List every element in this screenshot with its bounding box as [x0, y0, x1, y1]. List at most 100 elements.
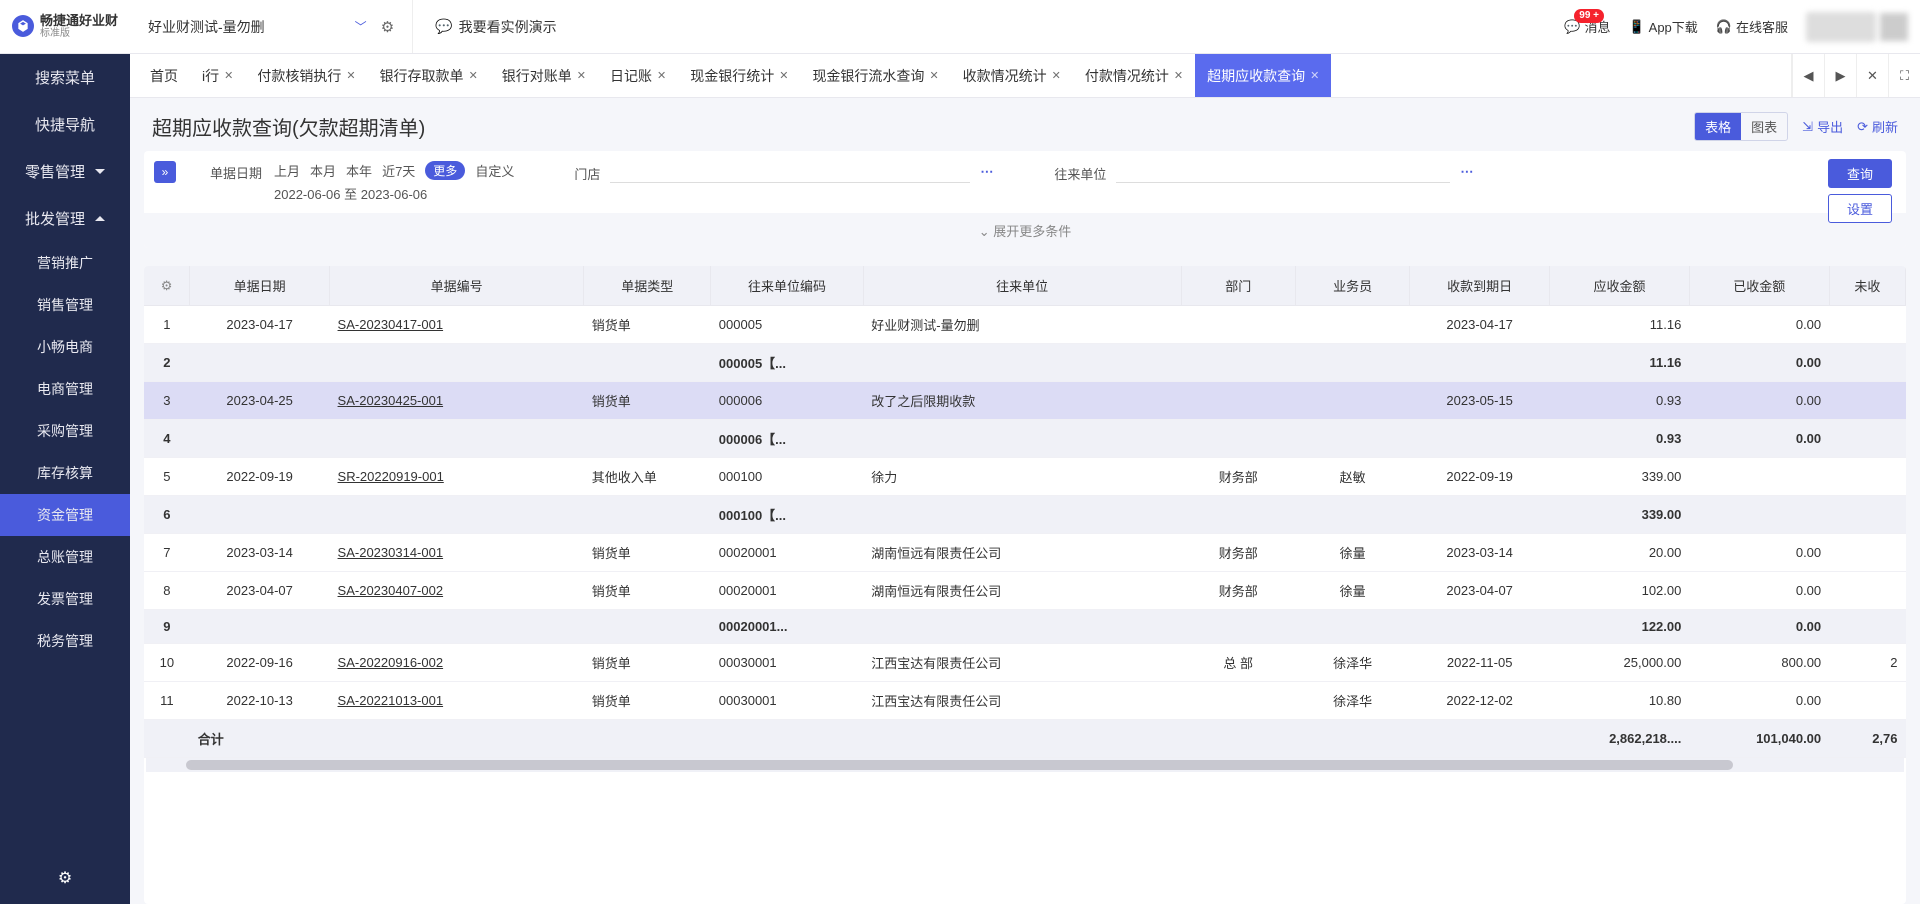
- table-row[interactable]: 52022-09-19SR-20220919-001其他收入单000100徐力财…: [144, 458, 1906, 496]
- th-sales[interactable]: 业务员: [1295, 266, 1409, 306]
- close-icon[interactable]: ✕: [469, 69, 478, 82]
- collapse-filter-button[interactable]: »: [154, 161, 176, 183]
- view-chart-button[interactable]: 图表: [1741, 113, 1787, 140]
- tab[interactable]: 现金银行流水查询✕: [800, 54, 950, 97]
- tab-expand-icon[interactable]: ⛶: [1888, 54, 1920, 97]
- sidebar-item[interactable]: 批发管理: [0, 195, 130, 242]
- th-last[interactable]: 未收: [1829, 266, 1905, 306]
- export-button[interactable]: ⇲ 导出: [1802, 117, 1843, 136]
- tab[interactable]: 付款情况统计✕: [1073, 54, 1195, 97]
- doc-link[interactable]: SR-20220919-001: [338, 469, 444, 484]
- sidebar-item[interactable]: 销售管理: [0, 284, 130, 326]
- close-icon[interactable]: ✕: [1310, 69, 1319, 82]
- expand-more-button[interactable]: ⌄ 展开更多条件: [144, 213, 1906, 248]
- sc-thisyear[interactable]: 本年: [346, 161, 372, 180]
- close-icon[interactable]: ✕: [1174, 69, 1183, 82]
- tab[interactable]: 收款情况统计✕: [951, 54, 1073, 97]
- refresh-button[interactable]: ⟳ 刷新: [1857, 117, 1898, 136]
- tab-next-icon[interactable]: ▶: [1824, 54, 1856, 97]
- sidebar-item[interactable]: 营销推广: [0, 242, 130, 284]
- sidebar-item[interactable]: 快捷导航: [0, 101, 130, 148]
- partner-picker-icon[interactable]: ⋯: [1460, 164, 1474, 180]
- sidebar-item[interactable]: 零售管理: [0, 148, 130, 195]
- sidebar-item[interactable]: 采购管理: [0, 410, 130, 452]
- messages-button[interactable]: 💬 99 + 消息: [1564, 17, 1610, 36]
- sidebar-item[interactable]: 库存核算: [0, 452, 130, 494]
- gear-icon[interactable]: ⚙: [381, 18, 394, 36]
- doc-link[interactable]: SA-20230425-001: [338, 393, 444, 408]
- close-icon[interactable]: ✕: [577, 69, 586, 82]
- company-selector[interactable]: 好业财测试-量勿删 ﹀ ⚙: [130, 0, 413, 53]
- tab[interactable]: i行✕: [190, 54, 245, 97]
- table-row[interactable]: 112022-10-13SA-20221013-001销货单00030001江西…: [144, 682, 1906, 720]
- cell: [863, 610, 1181, 644]
- sidebar-item[interactable]: 总账管理: [0, 536, 130, 578]
- close-icon[interactable]: ✕: [346, 69, 355, 82]
- sc-thismonth[interactable]: 本月: [310, 161, 336, 180]
- table-row[interactable]: 32023-04-25SA-20230425-001销货单000006改了之后限…: [144, 382, 1906, 420]
- store-input[interactable]: [610, 161, 970, 183]
- table-row[interactable]: 6000100【...339.00: [144, 496, 1906, 534]
- table-row[interactable]: 2000005【...11.160.00: [144, 344, 1906, 382]
- table-row[interactable]: 72023-03-14SA-20230314-001销货单00020001湖南恒…: [144, 534, 1906, 572]
- doc-link[interactable]: SA-20220916-002: [338, 655, 444, 670]
- th-doctype[interactable]: 单据类型: [584, 266, 711, 306]
- doc-link[interactable]: SA-20230314-001: [338, 545, 444, 560]
- doc-link[interactable]: SA-20221013-001: [338, 693, 444, 708]
- close-icon[interactable]: ✕: [779, 69, 788, 82]
- sidebar-item[interactable]: 搜索菜单: [0, 54, 130, 101]
- th-partner[interactable]: 往来单位: [863, 266, 1181, 306]
- sidebar-item[interactable]: 税务管理: [0, 620, 130, 662]
- settings-button[interactable]: 设置: [1828, 194, 1892, 223]
- close-icon[interactable]: ✕: [929, 69, 938, 82]
- sidebar-settings-icon[interactable]: ⚙: [0, 860, 130, 896]
- tab-close-all-icon[interactable]: ✕: [1856, 54, 1888, 97]
- partner-input[interactable]: [1116, 161, 1450, 183]
- sidebar-item[interactable]: 电商管理: [0, 368, 130, 410]
- view-table-button[interactable]: 表格: [1695, 113, 1741, 140]
- th-due[interactable]: 收款到期日: [1410, 266, 1550, 306]
- query-button[interactable]: 查询: [1828, 159, 1892, 188]
- th-recv[interactable]: 应收金额: [1550, 266, 1690, 306]
- th-code[interactable]: 往来单位编码: [711, 266, 864, 306]
- tab[interactable]: 首页: [138, 54, 190, 97]
- support-button[interactable]: 🎧 在线客服: [1716, 17, 1788, 36]
- th-date[interactable]: 单据日期: [190, 266, 330, 306]
- close-icon[interactable]: ✕: [657, 69, 666, 82]
- sc-7d[interactable]: 近7天: [382, 161, 415, 180]
- company-name: 好业财测试-量勿删: [148, 17, 265, 37]
- close-icon[interactable]: ✕: [1052, 69, 1061, 82]
- table-row[interactable]: 900020001...122.000.00: [144, 610, 1906, 644]
- sidebar-item[interactable]: 发票管理: [0, 578, 130, 620]
- tab[interactable]: 付款核销执行✕: [245, 54, 367, 97]
- th-paid[interactable]: 已收金额: [1689, 266, 1829, 306]
- app-download[interactable]: 📱 App下载: [1628, 17, 1697, 36]
- doc-link[interactable]: SA-20230417-001: [338, 317, 444, 332]
- sidebar-item[interactable]: 小畅电商: [0, 326, 130, 368]
- tab[interactable]: 现金银行统计✕: [678, 54, 800, 97]
- tab[interactable]: 银行存取款单✕: [368, 54, 490, 97]
- doc-link[interactable]: SA-20230407-002: [338, 583, 444, 598]
- sc-more[interactable]: 更多: [425, 161, 465, 180]
- table-row[interactable]: 4000006【...0.930.00: [144, 420, 1906, 458]
- tab[interactable]: 超期应收款查询✕: [1195, 54, 1331, 97]
- store-picker-icon[interactable]: ⋯: [980, 164, 994, 180]
- demo-link[interactable]: 💬 我要看实例演示: [435, 17, 556, 37]
- tab[interactable]: 日记账✕: [598, 54, 678, 97]
- th-docno[interactable]: 单据编号: [330, 266, 584, 306]
- table-row[interactable]: 82023-04-07SA-20230407-002销货单00020001湖南恒…: [144, 572, 1906, 610]
- th-dept[interactable]: 部门: [1181, 266, 1295, 306]
- sidebar-item[interactable]: 资金管理: [0, 494, 130, 536]
- tab-prev-icon[interactable]: ◀: [1792, 54, 1824, 97]
- cell: 2022-11-05: [1410, 644, 1550, 682]
- horizontal-scrollbar[interactable]: [146, 758, 1904, 772]
- table-row[interactable]: 12023-04-17SA-20230417-001销货单000005好业财测试…: [144, 306, 1906, 344]
- close-icon[interactable]: ✕: [224, 69, 233, 82]
- th-gear[interactable]: ⚙: [144, 266, 190, 306]
- user-area[interactable]: [1806, 12, 1908, 42]
- sc-lastmonth[interactable]: 上月: [274, 161, 300, 180]
- sc-custom[interactable]: 自定义: [475, 161, 514, 180]
- tab[interactable]: 银行对账单✕: [490, 54, 598, 97]
- scroll-thumb[interactable]: [186, 760, 1733, 770]
- table-row[interactable]: 102022-09-16SA-20220916-002销货单00030001江西…: [144, 644, 1906, 682]
